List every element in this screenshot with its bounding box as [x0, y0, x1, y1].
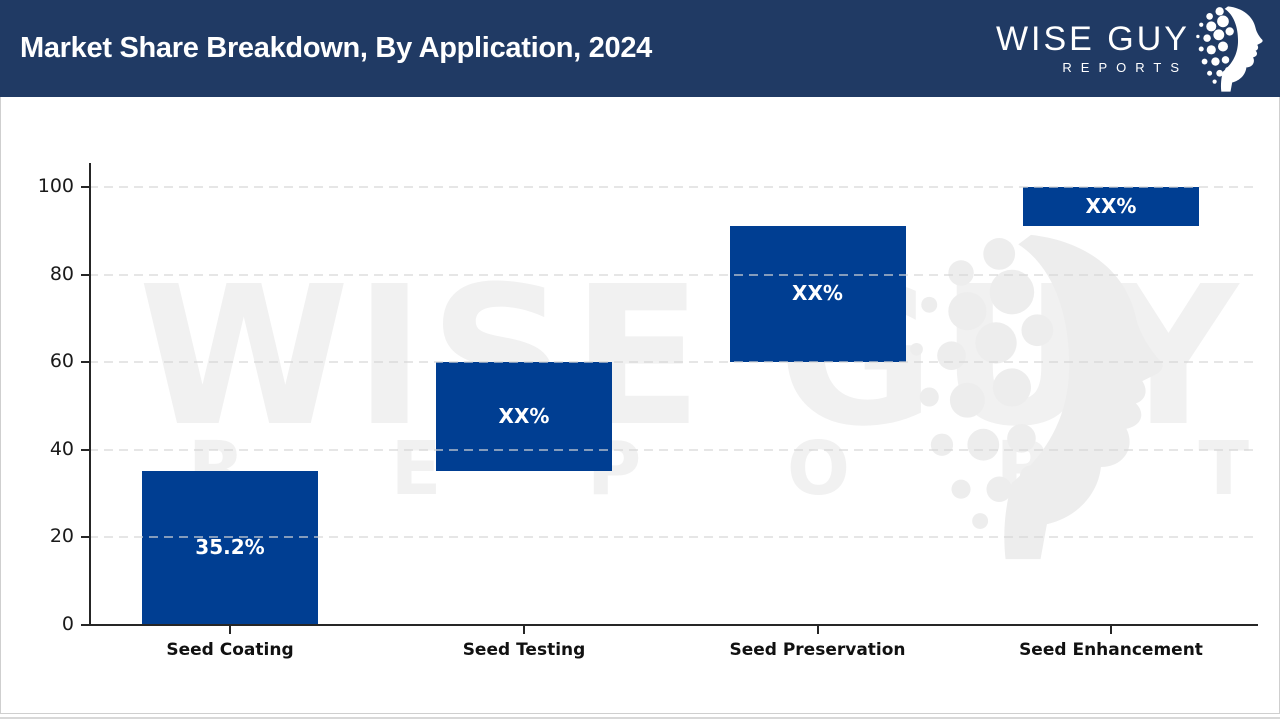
y-tick-label: 80: [49, 262, 74, 285]
y-tick: [81, 186, 89, 188]
category-label: Seed Coating: [166, 640, 294, 660]
bar-value-label: 35.2%: [195, 534, 265, 559]
gridline-40: [89, 448, 1258, 451]
bar-seed-coating: [142, 470, 318, 625]
logo-text: WISE GUY REPORTS: [996, 22, 1190, 75]
y-tick: [81, 361, 89, 364]
y-tick: [81, 448, 89, 451]
y-tick: [81, 536, 89, 539]
gridline-100: [89, 186, 1258, 188]
bar-seed-testing: [436, 362, 612, 471]
gridline-80: [89, 273, 1258, 276]
bottom-divider: [0, 717, 1280, 719]
header: Market Share Breakdown, By Application, …: [0, 0, 1280, 97]
watermark-face-icon: [910, 234, 1163, 560]
bar-value-label: XX%: [792, 281, 843, 306]
bar-seed-enhancement: [1023, 187, 1199, 227]
x-tick: [523, 626, 525, 634]
gridline-20: [89, 536, 1258, 539]
watermark-wordmark: WISE GUY: [138, 246, 1243, 469]
y-tick: [81, 273, 89, 276]
bar-value-label: XX%: [1085, 193, 1137, 218]
bar-seed-preservation: [729, 226, 906, 363]
x-tick: [1110, 626, 1112, 634]
y-tick-label: 20: [49, 525, 74, 548]
y-axis: [89, 163, 91, 625]
gridline-60: [89, 361, 1258, 364]
logo-wordmark: WISE GUY: [995, 20, 1190, 58]
x-tick: [229, 626, 231, 634]
wiseguy-face-icon: [1196, 5, 1263, 92]
y-tick: [81, 624, 89, 626]
category-label: Seed Testing: [462, 640, 586, 660]
bar-value-label: XX%: [498, 403, 550, 428]
x-tick: [816, 626, 819, 634]
y-tick-label: 40: [49, 437, 74, 460]
y-tick-label: 100: [37, 175, 74, 197]
wiseguy-logo: WISE GUY REPORTS: [996, 3, 1272, 95]
x-axis: [89, 624, 1258, 626]
category-label: Seed Preservation: [729, 640, 906, 660]
y-tick-label: 0: [61, 613, 74, 635]
y-tick-label: 60: [49, 350, 74, 373]
logo-subtitle: REPORTS: [1062, 60, 1188, 75]
page-title: Market Share Breakdown, By Application, …: [20, 32, 652, 64]
category-label: Seed Enhancement: [1019, 640, 1203, 660]
